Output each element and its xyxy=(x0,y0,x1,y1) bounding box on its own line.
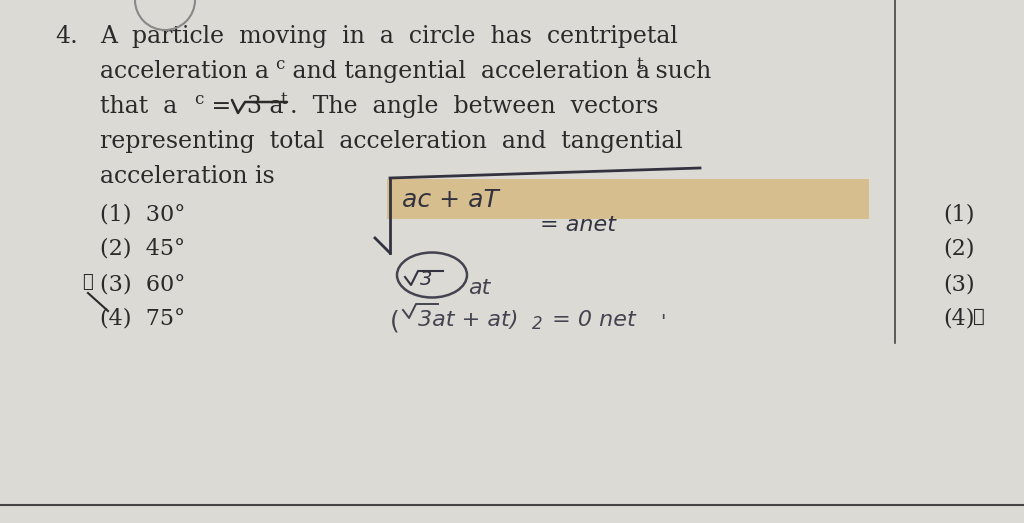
Text: representing  total  acceleration  and  tangential: representing total acceleration and tang… xyxy=(100,130,683,153)
Text: and tangential  acceleration a: and tangential acceleration a xyxy=(285,60,650,83)
Text: acceleration a: acceleration a xyxy=(100,60,269,83)
Text: (2): (2) xyxy=(943,238,975,260)
Text: ': ' xyxy=(660,313,666,332)
Text: ✓: ✓ xyxy=(82,273,93,291)
Text: 3at + at): 3at + at) xyxy=(418,310,518,330)
Text: c: c xyxy=(275,56,285,73)
Text: .  The  angle  between  vectors: . The angle between vectors xyxy=(290,95,658,118)
Bar xyxy=(0,237,1024,263)
Text: 3: 3 xyxy=(420,270,432,289)
Text: c: c xyxy=(194,91,204,108)
Text: = 0 net: = 0 net xyxy=(545,310,636,330)
Text: = anet: = anet xyxy=(540,215,616,235)
Bar xyxy=(0,211,1024,237)
Text: (4): (4) xyxy=(943,308,975,330)
Text: (1)  30°: (1) 30° xyxy=(100,203,185,225)
FancyBboxPatch shape xyxy=(387,179,869,219)
Text: ac + aT: ac + aT xyxy=(402,188,499,212)
Bar xyxy=(0,81,1024,107)
Text: acceleration is: acceleration is xyxy=(100,165,274,188)
Bar xyxy=(0,159,1024,185)
Text: ✓: ✓ xyxy=(973,308,985,326)
Text: (4)  75°: (4) 75° xyxy=(100,308,185,330)
Bar xyxy=(0,367,1024,393)
Text: 2: 2 xyxy=(532,315,543,333)
Bar xyxy=(0,107,1024,133)
Bar xyxy=(0,419,1024,445)
Bar xyxy=(0,341,1024,367)
Bar xyxy=(0,471,1024,497)
Bar xyxy=(0,445,1024,471)
Bar xyxy=(0,289,1024,315)
Text: t: t xyxy=(637,56,644,73)
Text: (2)  45°: (2) 45° xyxy=(100,238,185,260)
Bar xyxy=(0,55,1024,81)
Text: t: t xyxy=(281,91,288,108)
Bar xyxy=(0,133,1024,159)
Bar xyxy=(0,315,1024,341)
Text: at: at xyxy=(468,278,490,298)
Text: =: = xyxy=(204,95,231,118)
Text: (3)  60°: (3) 60° xyxy=(100,273,185,295)
Text: (: ( xyxy=(390,310,399,334)
Text: A  particle  moving  in  a  circle  has  centripetal: A particle moving in a circle has centri… xyxy=(100,25,678,48)
Bar xyxy=(0,393,1024,419)
Text: 3 a: 3 a xyxy=(247,95,284,118)
Text: (3): (3) xyxy=(943,273,975,295)
Bar xyxy=(0,29,1024,55)
Bar xyxy=(0,3,1024,29)
Text: that  a: that a xyxy=(100,95,177,118)
Bar xyxy=(0,263,1024,289)
Text: 4.: 4. xyxy=(55,25,78,48)
Text: (1): (1) xyxy=(943,203,975,225)
Bar xyxy=(0,185,1024,211)
Text: such: such xyxy=(648,60,712,83)
Bar xyxy=(0,497,1024,523)
